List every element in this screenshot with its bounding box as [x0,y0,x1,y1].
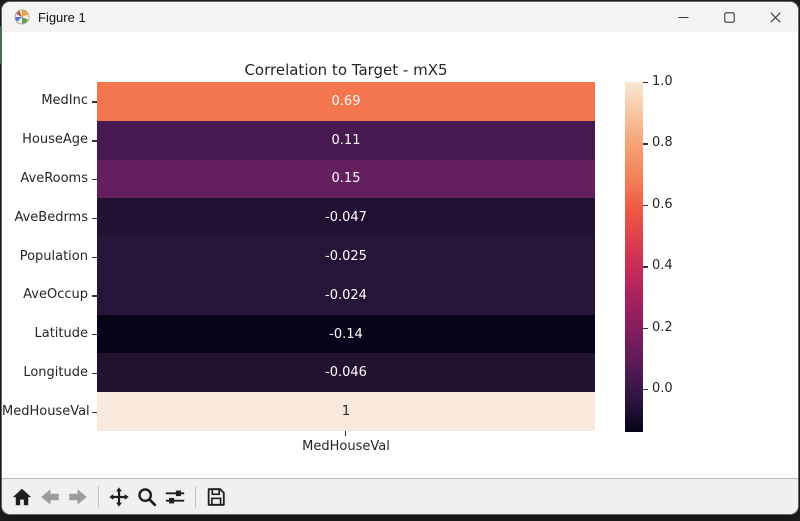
pan-button[interactable] [105,483,133,511]
minimize-icon [678,16,688,18]
maximize-button[interactable] [706,2,752,32]
heatmap: 0.69 0.11 0.15 -0.047 -0.025 -0.024 -0.14 -0.04… [97,82,595,432]
navigation-toolbar [2,478,798,514]
heatmap-cell: -0.047 [97,198,595,238]
heatmap-cell: -0.046 [97,353,595,393]
heatmap-cell-value: -0.046 [325,365,367,381]
back-arrow-icon [41,488,59,505]
forward-arrow-icon [69,488,87,505]
chart-title: Correlation to Target - mX5 [244,61,448,79]
save-button[interactable] [202,483,230,511]
y-tick-label: Latitude [34,326,88,342]
y-tick-label: Population [19,248,88,264]
y-axis-tick [92,101,97,103]
close-icon [769,11,781,23]
y-axis-tick [92,334,97,336]
maximize-icon [723,11,735,23]
y-tick-label: AveRooms [20,170,88,186]
home-button[interactable] [8,483,36,511]
home-icon [12,488,32,505]
x-axis-label: MedHouseVal [302,439,390,454]
heatmap-cell: 0.69 [97,82,595,121]
heatmap-cell-value: 0.69 [331,93,361,109]
y-axis-tick [92,217,97,220]
close-button[interactable] [752,2,798,32]
heatmap-cell-value: 0.11 [331,132,361,148]
y-tick-label: MedHouseVal [2,403,90,419]
x-axis-tick [345,431,347,436]
colorbar-tick [643,266,648,268]
zoom-button[interactable] [133,483,161,511]
configure-subplots-button[interactable] [161,483,189,511]
colorbar-tick-label: 0.6 [652,196,673,212]
desktop-background-sliver [0,26,2,64]
toolbar-separator [195,485,196,508]
colorbar-tick [643,143,648,145]
heatmap-cell: -0.024 [97,275,595,315]
colorbar-tick-label: 0.0 [652,381,673,397]
back-button[interactable] [36,483,64,511]
y-axis-tick [92,140,97,142]
y-tick-label: HouseAge [22,132,88,148]
y-axis-tick [92,372,97,375]
y-tick-label: MedInc [41,93,88,109]
heatmap-cell-value: -0.024 [325,287,367,303]
y-axis-tick [92,411,97,413]
y-axis-tick [92,178,97,181]
colorbar-tick-label: 0.8 [652,135,673,151]
colorbar-tick [643,204,648,207]
colorbar [625,82,643,432]
figure-window: Figure 1 Correlation to Target - mX5 [2,2,798,514]
window-title: Figure 1 [38,9,86,25]
heatmap-cell-value: -0.025 [325,249,367,265]
heatmap-cell: 1 [97,392,595,432]
heatmap-cell: 0.11 [97,120,595,160]
heatmap-cell-value: -0.14 [329,326,363,342]
heatmap-cell-value: -0.047 [325,210,367,226]
window-controls [660,2,798,32]
save-icon [207,487,225,506]
title-bar[interactable]: Figure 1 [2,2,798,32]
colorbar-tick-label: 1.0 [652,74,673,89]
heatmap-cell: 0.15 [97,159,595,199]
sliders-icon [165,490,185,503]
y-axis-tick [92,256,97,258]
forward-button[interactable] [64,483,92,511]
minimize-button[interactable] [660,2,706,32]
y-axis-tick [92,295,97,297]
colorbar-tick-label: 0.2 [652,319,673,335]
figure-canvas[interactable]: Correlation to Target - mX5 0.69 0.11 0.15… [2,32,798,478]
toolbar-separator [98,485,99,508]
heatmap-cell: -0.14 [97,314,595,354]
y-tick-label: Longitude [23,364,88,380]
colorbar-tick [643,327,648,329]
pan-icon [109,486,129,507]
y-tick-label: AveBedrms [14,209,88,225]
colorbar-tick-label: 0.4 [652,258,673,274]
heatmap-cell: -0.025 [97,237,595,276]
heatmap-cell-value: 1 [341,404,351,420]
matplotlib-logo-icon [14,9,30,25]
colorbar-tick [643,82,648,84]
y-tick-label: AveOccup [23,287,88,303]
heatmap-cell-value: 0.15 [331,171,361,187]
colorbar-tick [643,389,648,391]
magnifier-icon [138,487,157,506]
